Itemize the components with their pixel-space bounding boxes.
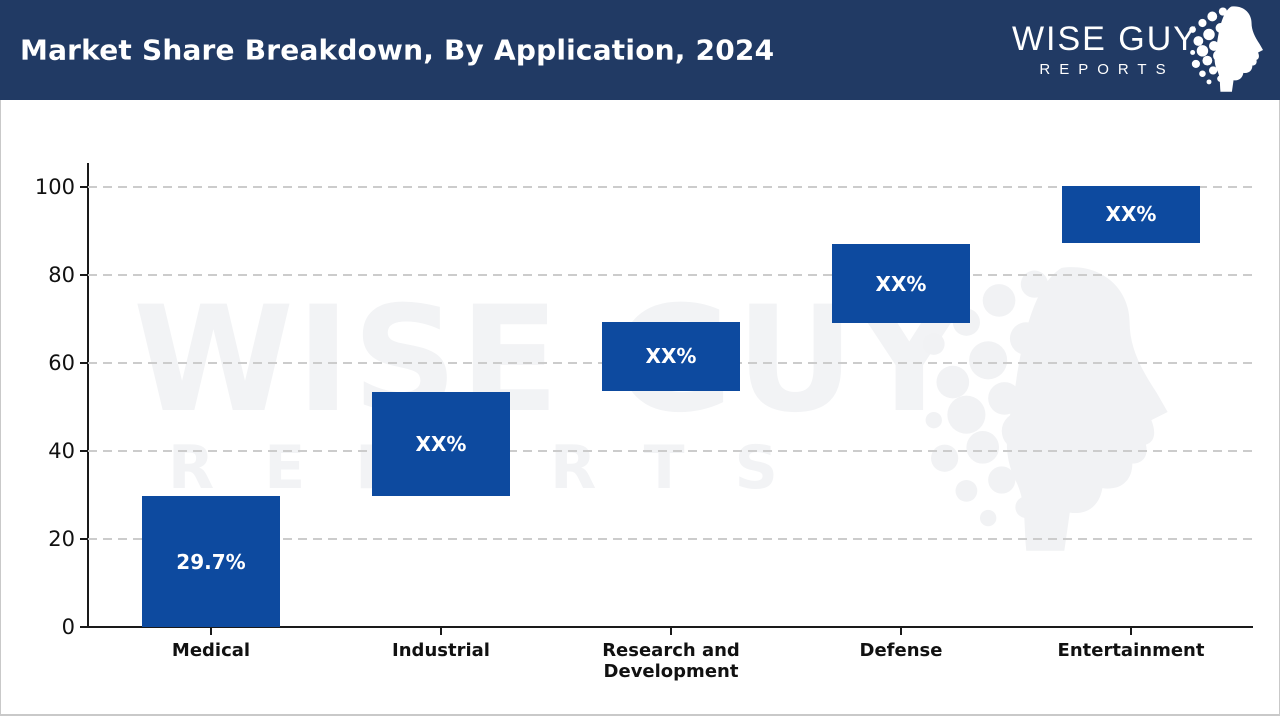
y-tick-mark bbox=[80, 362, 87, 364]
logo-text: WISE GUY REPORTS bbox=[1011, 20, 1198, 78]
x-tick-mark bbox=[900, 628, 902, 635]
x-tick-mark bbox=[210, 628, 212, 635]
wise-guy-logo: WISE GUY REPORTS bbox=[1012, 6, 1270, 94]
y-tick-label: 40 bbox=[48, 439, 75, 463]
bar-defense: XX% bbox=[832, 244, 970, 323]
y-tick-label: 0 bbox=[61, 615, 75, 639]
gridline-y-80 bbox=[88, 274, 1253, 276]
y-tick-mark bbox=[80, 274, 87, 276]
x-tick-label: Industrial bbox=[392, 640, 490, 661]
x-tick-mark bbox=[670, 628, 672, 635]
y-tick-mark bbox=[80, 186, 87, 188]
y-tick-mark bbox=[80, 450, 87, 452]
page-title: Market Share Breakdown, By Application, … bbox=[20, 33, 775, 67]
logo-subtitle: REPORTS bbox=[1039, 60, 1175, 78]
y-tick-mark bbox=[80, 626, 87, 628]
x-tick-mark bbox=[1130, 628, 1132, 635]
logo-head-icon bbox=[1184, 5, 1270, 95]
gridline-y-100 bbox=[88, 186, 1253, 188]
y-axis-line bbox=[87, 163, 89, 628]
x-tick-label: Research and Development bbox=[602, 640, 740, 682]
bar-value-label: 29.7% bbox=[176, 549, 246, 574]
x-tick-label: Medical bbox=[171, 640, 251, 661]
bar-industrial: XX% bbox=[372, 392, 510, 497]
logo-wordmark: WISE GUY bbox=[1011, 20, 1198, 59]
header-bar: Market Share Breakdown, By Application, … bbox=[0, 0, 1280, 100]
x-axis-line bbox=[87, 626, 1253, 628]
bar-value-label: XX% bbox=[1105, 202, 1157, 227]
x-tick-mark bbox=[440, 628, 442, 635]
x-tick-label: Defense bbox=[859, 640, 943, 661]
gridline-y-20 bbox=[88, 538, 1253, 540]
bar-research-and-development: XX% bbox=[602, 322, 740, 391]
bar-value-label: XX% bbox=[645, 344, 697, 369]
y-tick-label: 20 bbox=[48, 527, 75, 551]
y-tick-label: 100 bbox=[34, 175, 75, 199]
bar-value-label: XX% bbox=[415, 432, 467, 457]
gridline-y-40 bbox=[88, 450, 1253, 452]
bar-entertainment: XX% bbox=[1062, 186, 1200, 243]
y-tick-mark bbox=[80, 538, 87, 540]
bar-medical: 29.7% bbox=[142, 496, 280, 627]
x-tick-label: Entertainment bbox=[1057, 640, 1205, 661]
bar-value-label: XX% bbox=[875, 271, 927, 296]
y-tick-label: 80 bbox=[48, 263, 75, 287]
y-tick-label: 60 bbox=[48, 351, 75, 375]
